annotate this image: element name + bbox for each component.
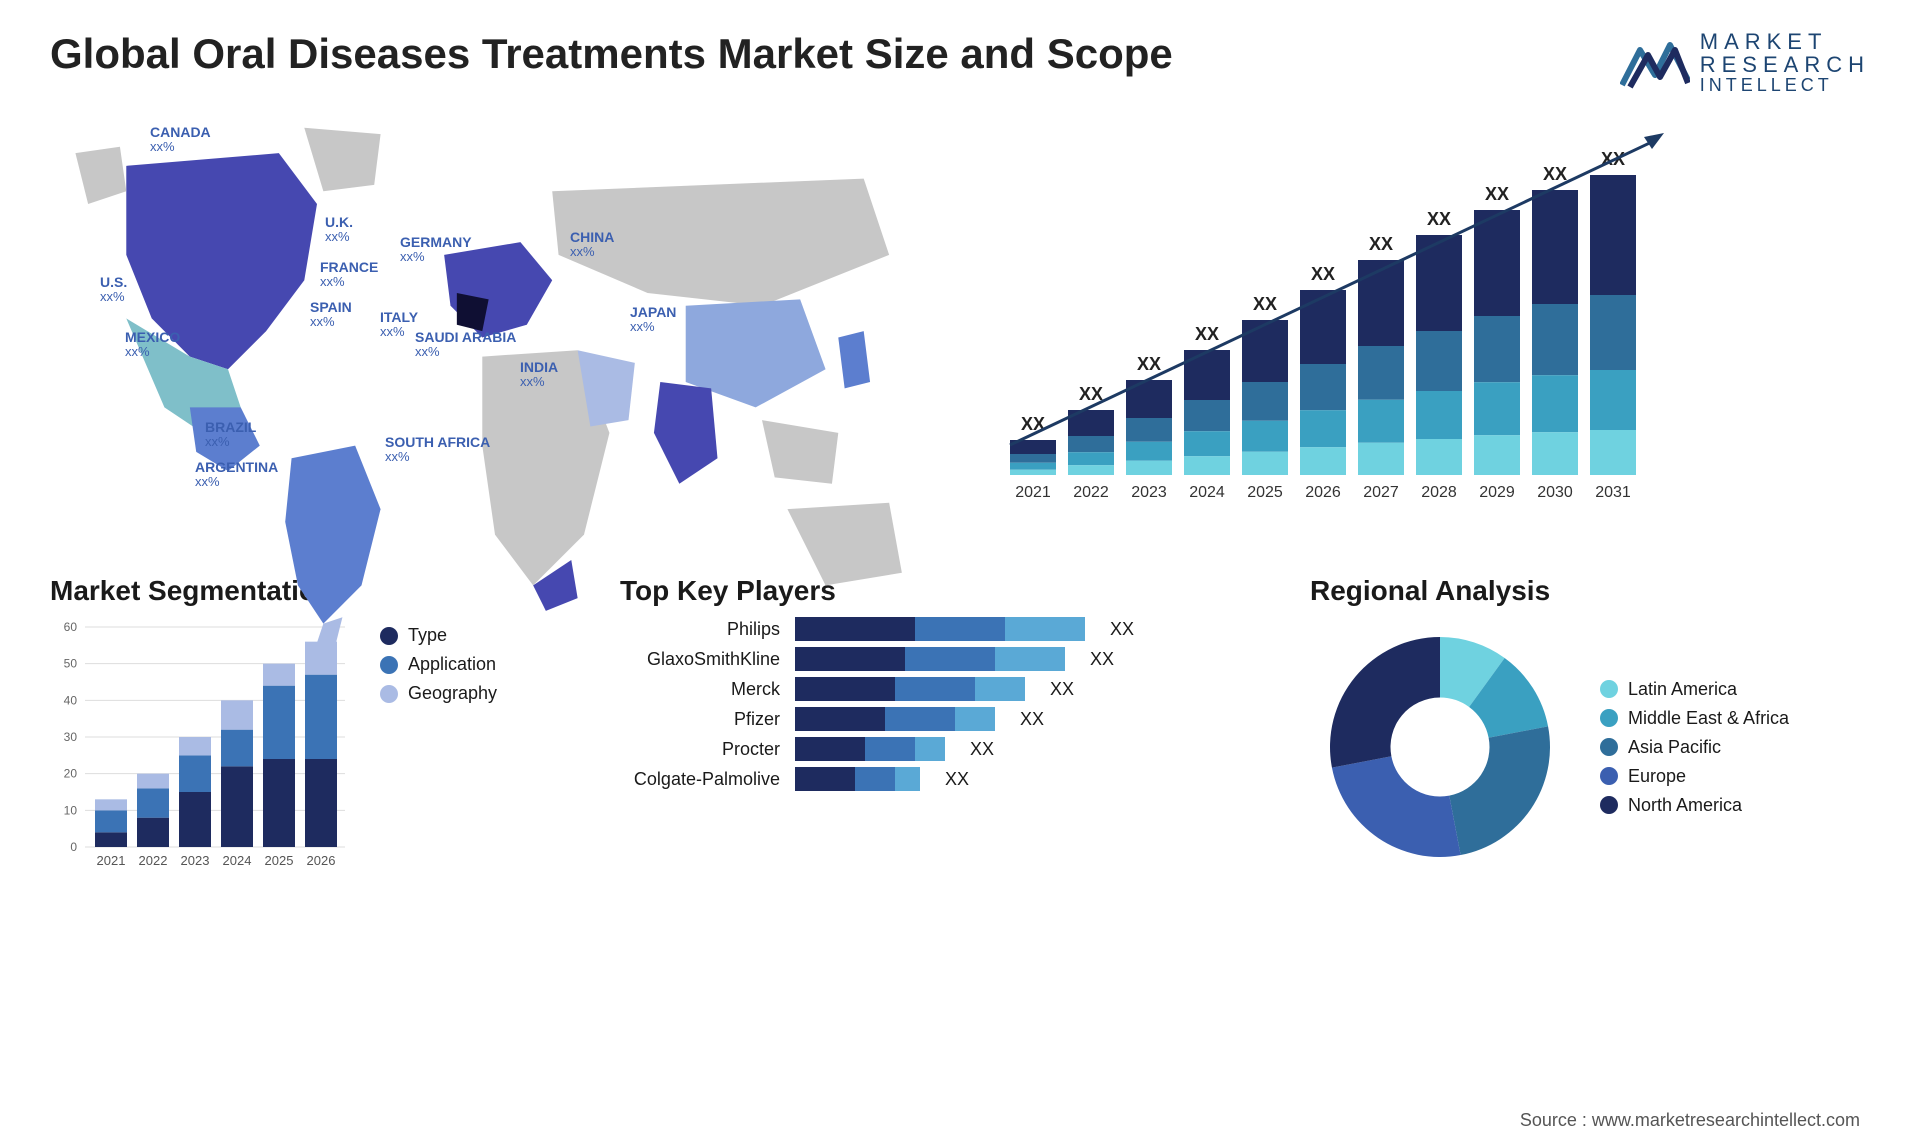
svg-text:2021: 2021: [1015, 484, 1051, 501]
legend-item: Asia Pacific: [1600, 737, 1789, 758]
svg-text:30: 30: [64, 730, 78, 744]
svg-text:XX: XX: [1543, 164, 1567, 184]
svg-text:XX: XX: [1427, 209, 1451, 229]
svg-text:10: 10: [64, 803, 78, 817]
svg-text:2023: 2023: [181, 853, 210, 868]
svg-text:XX: XX: [1195, 324, 1219, 344]
svg-text:0: 0: [70, 840, 77, 854]
player-value: XX: [1090, 649, 1114, 670]
svg-text:2024: 2024: [1189, 484, 1225, 501]
page-title: Global Oral Diseases Treatments Market S…: [50, 30, 1173, 78]
player-row: Merck XX: [620, 677, 1260, 701]
player-value: XX: [945, 769, 969, 790]
legend-item: Europe: [1600, 766, 1789, 787]
svg-text:2022: 2022: [1073, 484, 1109, 501]
player-row: Procter XX: [620, 737, 1260, 761]
regional-legend: Latin America Middle East & Africa Asia Pa…: [1600, 671, 1789, 824]
source-text: Source : www.marketresearchintellect.com: [1520, 1110, 1860, 1131]
svg-text:40: 40: [64, 693, 78, 707]
svg-text:20: 20: [64, 767, 78, 781]
brand-logo: MARKET RESEARCH INTELLECT: [1620, 30, 1870, 95]
player-name: Procter: [620, 739, 780, 760]
world-map-svg: [50, 115, 940, 649]
svg-text:2031: 2031: [1595, 484, 1631, 501]
map-label: ITALYxx%: [380, 310, 418, 340]
svg-text:2026: 2026: [307, 853, 336, 868]
svg-text:XX: XX: [1311, 264, 1335, 284]
map-label: GERMANYxx%: [400, 235, 472, 265]
map-label: FRANCExx%: [320, 260, 378, 290]
svg-text:XX: XX: [1137, 354, 1161, 374]
map-label: SPAINxx%: [310, 300, 352, 330]
player-bar: [795, 767, 920, 791]
growth-chart-svg: XX 2021 XX 2022 XX 2023 XX 2024 XX 2025 XX 2026 XX 20…: [980, 115, 1700, 535]
logo-line3: INTELLECT: [1700, 76, 1870, 95]
svg-text:2022: 2022: [139, 853, 168, 868]
map-label: ARGENTINAxx%: [195, 460, 278, 490]
player-name: GlaxoSmithKline: [620, 649, 780, 670]
player-row: Colgate-Palmolive XX: [620, 767, 1260, 791]
map-label: U.K.xx%: [325, 215, 353, 245]
player-value: XX: [1110, 619, 1134, 640]
world-map-panel: CANADAxx% U.S.xx% MEXICOxx% BRAZILxx% ARGENT…: [50, 115, 940, 535]
map-label: SAUDI ARABIAxx%: [415, 330, 516, 360]
svg-text:2029: 2029: [1479, 484, 1515, 501]
player-row: Pfizer XX: [620, 707, 1260, 731]
player-bar: [795, 677, 1025, 701]
svg-text:2030: 2030: [1537, 484, 1573, 501]
svg-text:2026: 2026: [1305, 484, 1341, 501]
regional-donut-svg: [1310, 617, 1570, 877]
player-value: XX: [1020, 709, 1044, 730]
legend-item: Geography: [380, 683, 497, 704]
map-label: CANADAxx%: [150, 125, 211, 155]
svg-text:2028: 2028: [1421, 484, 1457, 501]
regional-panel: Regional Analysis Latin America Middle Ea…: [1310, 575, 1870, 877]
player-value: XX: [1050, 679, 1074, 700]
legend-item: North America: [1600, 795, 1789, 816]
svg-text:2021: 2021: [97, 853, 126, 868]
map-label: U.S.xx%: [100, 275, 127, 305]
legend-item: Latin America: [1600, 679, 1789, 700]
svg-text:XX: XX: [1369, 234, 1393, 254]
legend-item: Middle East & Africa: [1600, 708, 1789, 729]
map-label: CHINAxx%: [570, 230, 614, 260]
svg-text:50: 50: [64, 657, 78, 671]
svg-text:XX: XX: [1079, 384, 1103, 404]
growth-chart-panel: XX 2021 XX 2022 XX 2023 XX 2024 XX 2025 XX 2026 XX 20…: [980, 115, 1870, 535]
map-label: MEXICOxx%: [125, 330, 180, 360]
svg-text:2025: 2025: [265, 853, 294, 868]
map-label: BRAZILxx%: [205, 420, 256, 450]
player-bar: [795, 647, 1065, 671]
svg-text:XX: XX: [1485, 184, 1509, 204]
map-label: JAPANxx%: [630, 305, 676, 335]
logo-line1: MARKET: [1700, 30, 1870, 53]
svg-text:2023: 2023: [1131, 484, 1167, 501]
player-bar: [795, 737, 945, 761]
player-name: Colgate-Palmolive: [620, 769, 780, 790]
svg-text:XX: XX: [1253, 294, 1277, 314]
player-name: Pfizer: [620, 709, 780, 730]
logo-line2: RESEARCH: [1700, 53, 1870, 76]
map-label: SOUTH AFRICAxx%: [385, 435, 490, 465]
map-label: INDIAxx%: [520, 360, 558, 390]
svg-text:2024: 2024: [223, 853, 252, 868]
logo-icon: [1620, 35, 1690, 90]
segmentation-chart-svg: 0102030405060202120222023202420252026: [50, 617, 350, 877]
segmentation-legend: TypeApplicationGeography: [380, 617, 497, 877]
svg-text:2025: 2025: [1247, 484, 1283, 501]
player-row: GlaxoSmithKline XX: [620, 647, 1260, 671]
svg-text:2027: 2027: [1363, 484, 1399, 501]
player-bar: [795, 707, 995, 731]
legend-item: Application: [380, 654, 497, 675]
player-value: XX: [970, 739, 994, 760]
regional-title: Regional Analysis: [1310, 575, 1870, 607]
player-name: Merck: [620, 679, 780, 700]
